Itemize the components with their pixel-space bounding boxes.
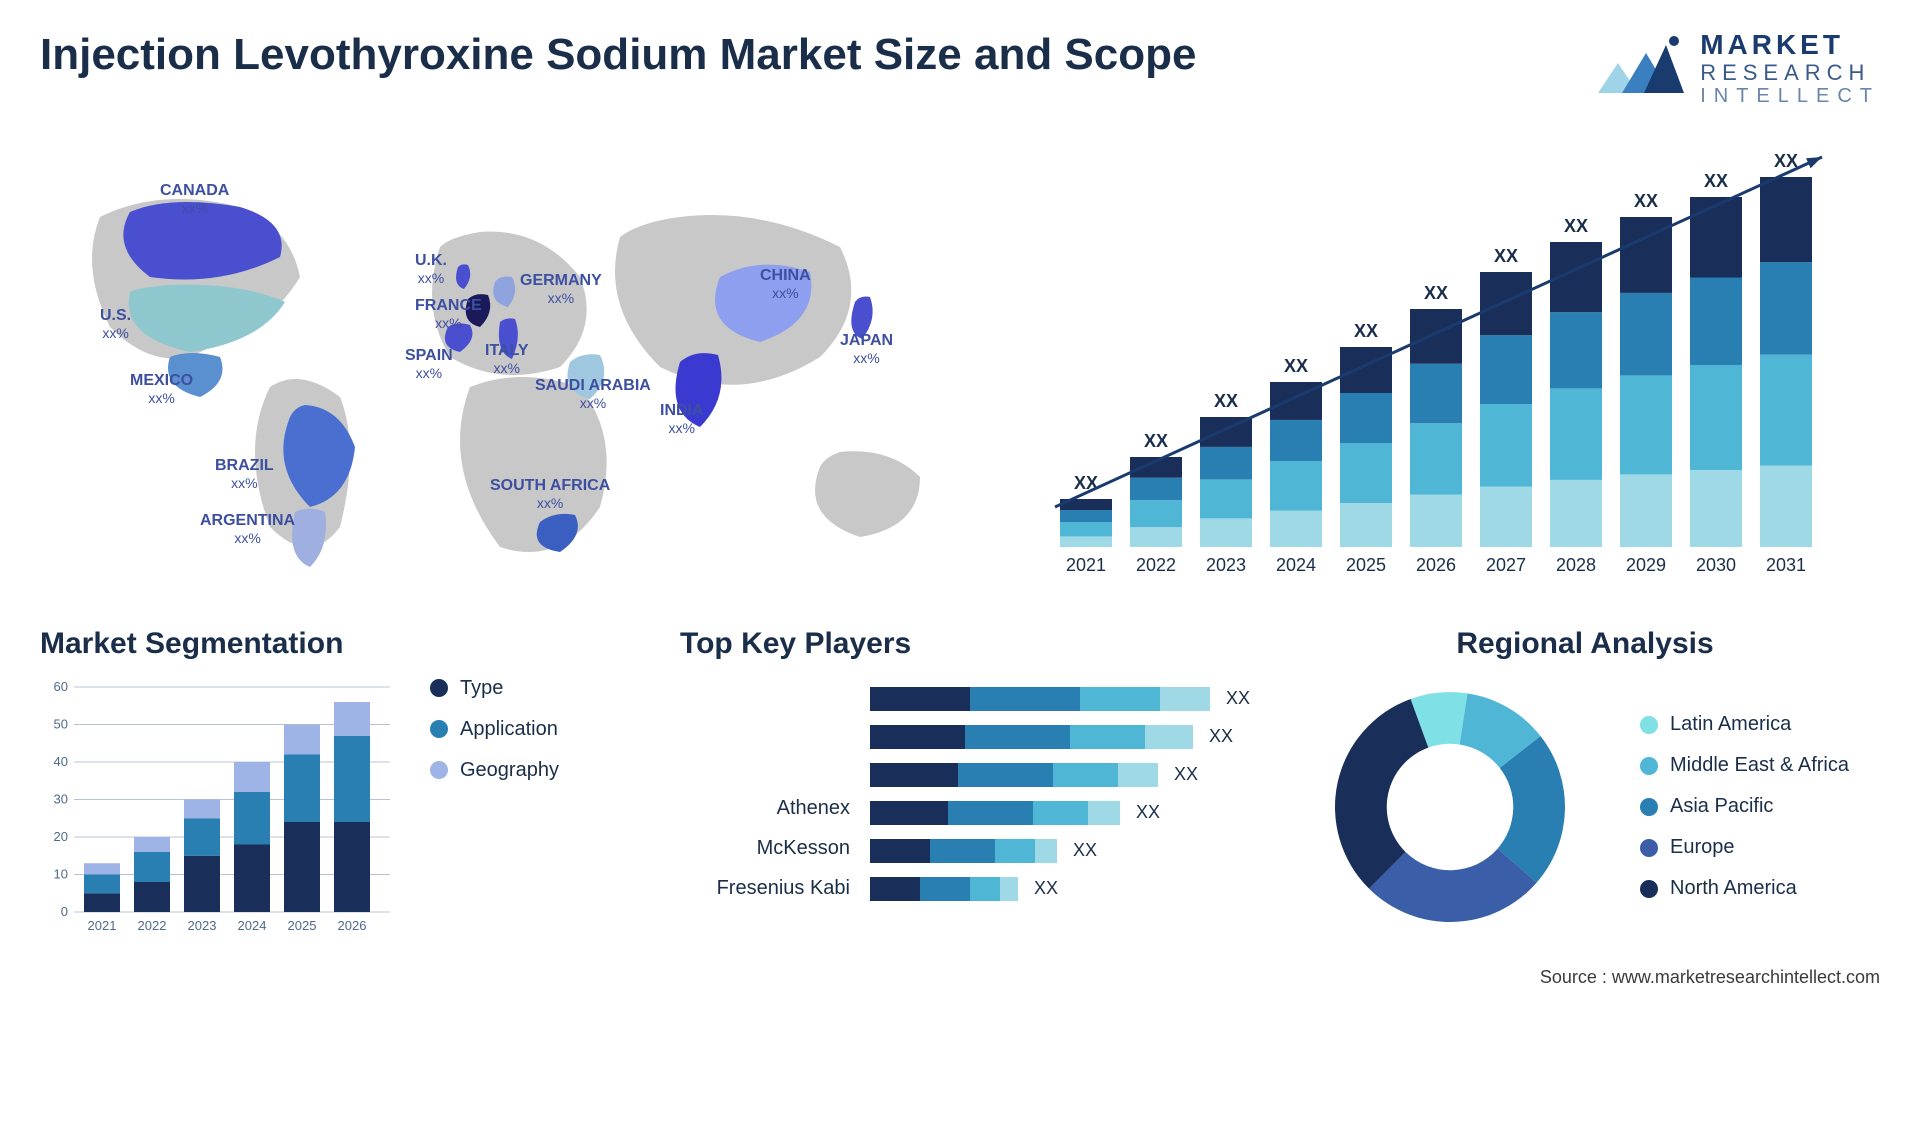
player-label: McKesson xyxy=(680,837,850,861)
player-bar-row: XX xyxy=(870,801,1250,825)
logo-mark-icon xyxy=(1596,35,1686,101)
svg-text:2024: 2024 xyxy=(238,918,267,933)
map-label: FRANCExx% xyxy=(415,297,482,332)
svg-text:2027: 2027 xyxy=(1486,555,1526,575)
seg-legend: Type Application Geography xyxy=(430,677,559,937)
logo-line3: INTELLECT xyxy=(1700,85,1880,107)
player-label xyxy=(680,757,850,781)
map-label: SPAINxx% xyxy=(405,347,453,382)
svg-text:2021: 2021 xyxy=(88,918,117,933)
svg-text:XX: XX xyxy=(1564,216,1588,236)
svg-text:2031: 2031 xyxy=(1766,555,1806,575)
map-label: U.S.xx% xyxy=(100,307,131,342)
player-bar-row: XX xyxy=(870,763,1250,787)
map-label: U.K.xx% xyxy=(415,252,447,287)
players-title: Top Key Players xyxy=(680,627,1250,661)
legend-item: Application xyxy=(430,718,559,741)
legend-item: North America xyxy=(1640,877,1849,900)
svg-text:2022: 2022 xyxy=(1136,555,1176,575)
legend-item: Latin America xyxy=(1640,713,1849,736)
svg-text:2028: 2028 xyxy=(1556,555,1596,575)
source-attribution: Source : www.marketresearchintellect.com xyxy=(40,967,1880,988)
map-label: GERMANYxx% xyxy=(520,272,602,307)
svg-text:50: 50 xyxy=(54,716,68,731)
svg-text:40: 40 xyxy=(54,754,68,769)
svg-text:2026: 2026 xyxy=(1416,555,1456,575)
forecast-chart: XX 2021 XX 2022 XX 2023 XX 2024 XX 2025 XX 2026 XX 20… xyxy=(1040,127,1880,587)
svg-text:2022: 2022 xyxy=(138,918,167,933)
map-label: CHINAxx% xyxy=(760,267,811,302)
player-bar-row: XX xyxy=(870,839,1250,863)
regional-title: Regional Analysis xyxy=(1290,627,1880,661)
player-bar-row: XX xyxy=(870,725,1250,749)
svg-text:XX: XX xyxy=(1424,283,1448,303)
svg-text:2023: 2023 xyxy=(1206,555,1246,575)
svg-text:2030: 2030 xyxy=(1696,555,1736,575)
brand-logo: MARKET RESEARCH INTELLECT xyxy=(1596,30,1880,107)
svg-text:2024: 2024 xyxy=(1276,555,1316,575)
svg-text:2025: 2025 xyxy=(288,918,317,933)
svg-text:XX: XX xyxy=(1214,391,1238,411)
legend-item: Geography xyxy=(430,759,559,782)
page-title: Injection Levothyroxine Sodium Market Si… xyxy=(40,30,1196,80)
svg-text:2029: 2029 xyxy=(1626,555,1666,575)
svg-text:0: 0 xyxy=(61,904,68,919)
world-map: CANADAxx% U.S.xx% MEXICOxx% BRAZILxx% ARGENT… xyxy=(40,127,1000,587)
legend-item: Asia Pacific xyxy=(1640,795,1849,818)
map-label: BRAZILxx% xyxy=(215,457,274,492)
svg-text:XX: XX xyxy=(1144,431,1168,451)
legend-item: Type xyxy=(430,677,559,700)
svg-text:2025: 2025 xyxy=(1346,555,1386,575)
seg-chart: 0 10 20 30 40 50 60 2021 2022 2023 2024 2025 2026 xyxy=(40,677,400,937)
player-label: Fresenius Kabi xyxy=(680,877,850,901)
svg-text:XX: XX xyxy=(1354,321,1378,341)
svg-text:2023: 2023 xyxy=(188,918,217,933)
regional-legend: Latin America Middle East & Africa Asia Pa… xyxy=(1640,713,1849,900)
legend-item: Europe xyxy=(1640,836,1849,859)
svg-text:2021: 2021 xyxy=(1066,555,1106,575)
map-label: MEXICOxx% xyxy=(130,372,193,407)
map-label: CANADAxx% xyxy=(160,182,229,217)
player-label xyxy=(680,717,850,741)
svg-text:XX: XX xyxy=(1634,191,1658,211)
player-bar-row: XX xyxy=(870,877,1250,901)
players-bars: XX XX XX XX XX XX xyxy=(870,687,1250,901)
regional-donut xyxy=(1290,677,1610,937)
svg-text:30: 30 xyxy=(54,791,68,806)
map-label: INDIAxx% xyxy=(660,402,704,437)
player-label xyxy=(680,677,850,701)
svg-text:20: 20 xyxy=(54,829,68,844)
svg-text:XX: XX xyxy=(1494,246,1518,266)
svg-text:10: 10 xyxy=(54,866,68,881)
logo-line2: RESEARCH xyxy=(1700,61,1880,85)
map-label: SAUDI ARABIAxx% xyxy=(535,377,651,412)
map-label: JAPANxx% xyxy=(840,332,893,367)
svg-text:XX: XX xyxy=(1284,356,1308,376)
svg-text:XX: XX xyxy=(1704,171,1728,191)
svg-text:2026: 2026 xyxy=(338,918,367,933)
map-label: ITALYxx% xyxy=(485,342,529,377)
players-labels: Athenex McKesson Fresenius Kabi xyxy=(680,677,850,901)
player-bar-row: XX xyxy=(870,687,1250,711)
svg-text:60: 60 xyxy=(54,679,68,694)
map-label: SOUTH AFRICAxx% xyxy=(490,477,610,512)
seg-title: Market Segmentation xyxy=(40,627,640,661)
map-label: ARGENTINAxx% xyxy=(200,512,295,547)
legend-item: Middle East & Africa xyxy=(1640,754,1849,777)
player-label: Athenex xyxy=(680,797,850,821)
logo-line1: MARKET xyxy=(1700,30,1880,61)
